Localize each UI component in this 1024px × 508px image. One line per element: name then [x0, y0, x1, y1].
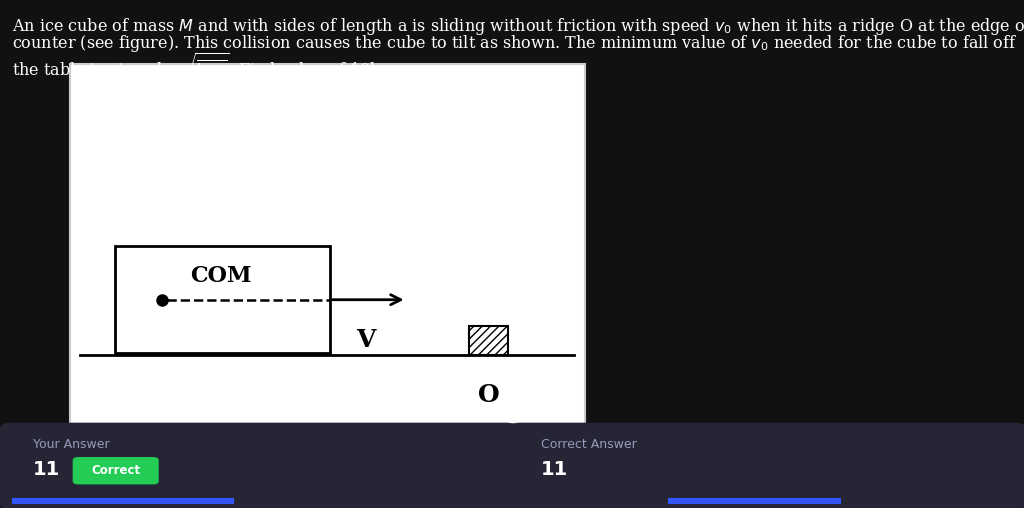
Text: O: O	[477, 383, 500, 406]
Text: Correct: Correct	[91, 464, 140, 477]
Text: counter (see figure). This collision causes the cube to tilt as shown. The minim: counter (see figure). This collision cau…	[12, 33, 1018, 54]
Text: COM: COM	[190, 265, 252, 287]
FancyBboxPatch shape	[0, 423, 518, 508]
FancyBboxPatch shape	[70, 64, 585, 429]
Text: the table is given by $\sqrt{\overline{\mathrm{kag}}}$. Find value of 10k.: the table is given by $\sqrt{\overline{\…	[12, 51, 385, 82]
Bar	[469, 326, 508, 355]
Bar	[12, 498, 234, 504]
Bar	[669, 498, 841, 504]
Text: 11: 11	[541, 460, 568, 479]
Text: An ice cube of mass $M$ and with sides of length a is sliding without friction w: An ice cube of mass $M$ and with sides o…	[12, 16, 1024, 37]
Text: Correct Answer: Correct Answer	[541, 438, 637, 451]
FancyBboxPatch shape	[508, 423, 1024, 508]
Text: V: V	[356, 328, 375, 352]
Bar	[115, 246, 330, 353]
FancyBboxPatch shape	[73, 457, 159, 485]
Text: 11: 11	[33, 460, 60, 479]
Text: Your Answer: Your Answer	[33, 438, 110, 451]
